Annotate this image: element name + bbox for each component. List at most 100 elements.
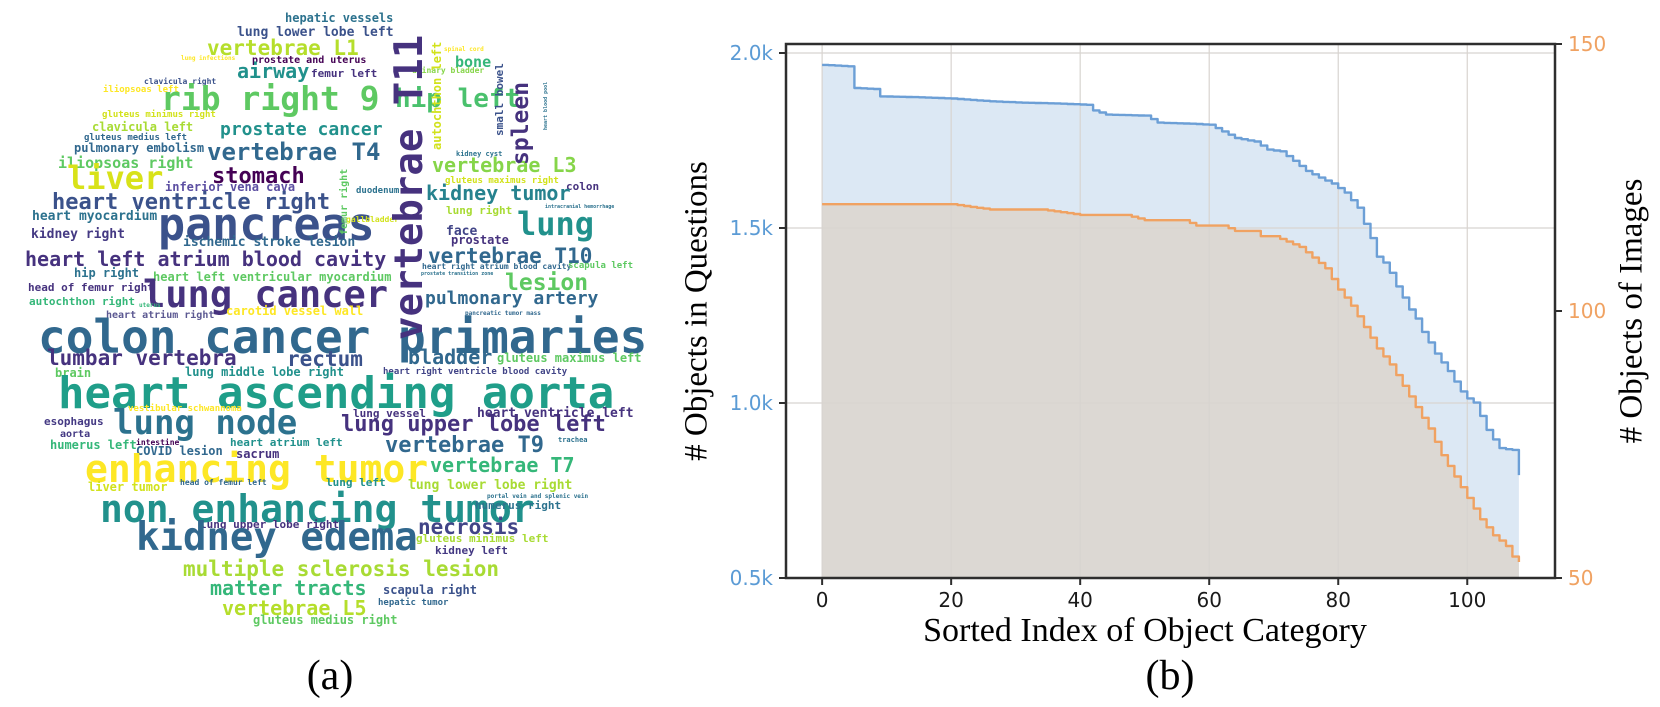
wordcloud-word: vertebrae L5 — [222, 596, 367, 620]
wordcloud-word: prostate and uterus — [252, 55, 367, 66]
wordcloud-word: liver tumor — [88, 480, 168, 494]
word-cloud-panel: hepatic vessels lung lower lobe left verte… — [0, 0, 660, 645]
wordcloud-word: gluteus medius left — [84, 133, 187, 143]
x-axis-label: Sorted Index of Object Category — [923, 612, 1367, 649]
caption-a: (a) — [306, 653, 354, 699]
wordcloud-word: portal vein and splenic vein — [487, 493, 589, 500]
wordcloud-word: heart atrium right — [106, 310, 215, 321]
wordcloud-word: autochthon right — [29, 295, 135, 308]
wordcloud-word: lesion — [505, 270, 589, 296]
wordcloud-word: urinary bladder — [412, 66, 485, 75]
wordcloud-word: vestibular schwannoma — [128, 404, 242, 414]
wordcloud-word: aorta — [60, 429, 91, 440]
wordcloud-word: gluteus minimus right — [102, 110, 216, 120]
wordcloud-word: vertebrae T4 — [207, 138, 381, 166]
wordcloud-word: kidney tumor — [426, 181, 571, 205]
wordcloud-word: duodenum — [356, 186, 400, 196]
wordcloud-word: lung vessel — [353, 407, 426, 420]
wordcloud-word: face — [446, 224, 478, 239]
wordcloud-word: stomach — [212, 164, 305, 189]
wordcloud-word: uterus — [139, 302, 161, 309]
wordcloud-word: head of femur left — [180, 478, 267, 487]
wordcloud-word: lung upper lobe right — [200, 518, 340, 531]
wordcloud-word: iliopsoas right — [58, 154, 194, 172]
wordcloud-word: kidney cyst — [456, 150, 503, 158]
wordcloud-word: COVID lesion — [136, 444, 223, 458]
wordcloud-word: clavicula left — [92, 120, 194, 134]
objects-of-images-line — [822, 203, 1521, 562]
wordcloud-word: brain — [55, 366, 92, 380]
wordcloud-word: vertebrae L1 — [207, 36, 359, 60]
wordcloud-word: multiple sclerosis lesion — [183, 557, 500, 581]
wordcloud-word: lumbar vertebra — [47, 346, 237, 370]
wordcloud-word: heart right ventricle blood cavity — [383, 367, 568, 377]
wordcloud-word: iliopsoas left — [103, 85, 179, 95]
wordcloud-word: liver — [67, 159, 164, 197]
wordcloud-word: vertebrae T10 — [428, 244, 593, 268]
wordcloud-word: femur left — [311, 67, 378, 80]
wordcloud-word: prostate — [451, 233, 509, 247]
wordcloud-word: hip left — [395, 84, 521, 114]
objects-in-questions-line — [822, 63, 1521, 476]
wordcloud-word: gallbladder — [346, 215, 399, 224]
wordcloud-word: esophagus — [44, 415, 104, 428]
wordcloud-word: humerus right — [475, 499, 562, 512]
wordcloud-word: airway — [237, 59, 310, 83]
wordcloud-word: heart left atrium blood cavity — [25, 247, 387, 271]
wordcloud-word: sacrum — [236, 447, 280, 461]
wordcloud-word: gluteus maximus left — [497, 351, 642, 365]
wordcloud-word: necrosis — [418, 515, 520, 539]
y-axis-label-right: # Objects of Images — [1613, 178, 1650, 444]
wordcloud-word: humerus left — [50, 438, 137, 452]
wordcloud-word: heart right atrium blood cavity — [422, 262, 572, 271]
wordcloud-word: lung lower lobe right — [408, 478, 573, 493]
wordcloud-word: inferior vena cava — [165, 180, 296, 194]
wordcloud-word: colon cancer primaries — [38, 310, 648, 364]
wordcloud-word: colon — [566, 180, 600, 193]
wordcloud-word: pulmonary artery — [425, 288, 599, 309]
wordcloud-word: kidney edema — [136, 515, 418, 560]
wordcloud-word: gluteus medius right — [253, 613, 398, 627]
caption-b: (b) — [1145, 653, 1195, 699]
wordcloud-word: lung right — [446, 204, 513, 217]
wordcloud-word: vertebrae T7 — [430, 453, 575, 477]
wordcloud-word: vertebrae L3 — [432, 153, 577, 177]
wordcloud-word: lung node — [113, 403, 298, 443]
wordcloud-word: bladder — [408, 345, 493, 369]
wordcloud-word: heart ventricle left — [477, 406, 634, 421]
wordcloud-word: pulmonary embolism — [74, 141, 205, 155]
wordcloud-word: non enhancing tumor — [100, 487, 535, 531]
wordcloud-word: spinal cord — [444, 46, 484, 53]
wordcloud-word: hepatic tumor — [378, 598, 449, 608]
wordcloud-word: ischemic stroke lesion — [183, 235, 356, 250]
wordcloud-word: lung middle lobe right — [185, 365, 344, 379]
wordcloud-word: lung upper lobe left — [341, 412, 606, 437]
wordcloud-word: kidney right — [31, 227, 125, 242]
wordcloud-word: kidney left — [435, 544, 508, 557]
wordcloud-word: heart ascending aorta — [58, 368, 615, 419]
wordcloud-word: vertebrae T9 — [385, 433, 544, 458]
wordcloud-word: matter tracts — [210, 576, 367, 600]
wordcloud-word: prostate cancer — [220, 119, 383, 140]
wordcloud-word: trachea — [558, 436, 588, 444]
wordcloud-word: enhancing tumor — [85, 447, 429, 491]
wordcloud-word: intestine — [136, 438, 180, 447]
wordcloud-word: rectum — [287, 347, 363, 371]
wordcloud-word: head of femur right — [28, 281, 154, 294]
wordcloud-word: prostate transition zone — [421, 271, 494, 277]
wordcloud-word: scapula right — [383, 583, 477, 597]
wordcloud-word: hepatic vessels — [285, 11, 394, 25]
wordcloud-word: clavicula right — [144, 77, 217, 86]
y-axis-label-left: # Objects in Questions — [678, 161, 715, 461]
wordcloud-word: bone — [455, 53, 492, 71]
wordcloud-word: intracranial hemorrhage — [545, 204, 615, 210]
wordcloud-word: lung left — [326, 476, 386, 489]
wordcloud-word: heart left ventricular myocardium — [153, 270, 392, 284]
wordcloud-word: carotid vessel wall — [226, 304, 364, 318]
wordcloud-word: heart atrium left — [230, 436, 343, 449]
wordcloud-word: hip right — [74, 266, 140, 280]
wordcloud-word: lung — [517, 205, 595, 243]
wordcloud-word: lung cancer — [143, 273, 389, 316]
